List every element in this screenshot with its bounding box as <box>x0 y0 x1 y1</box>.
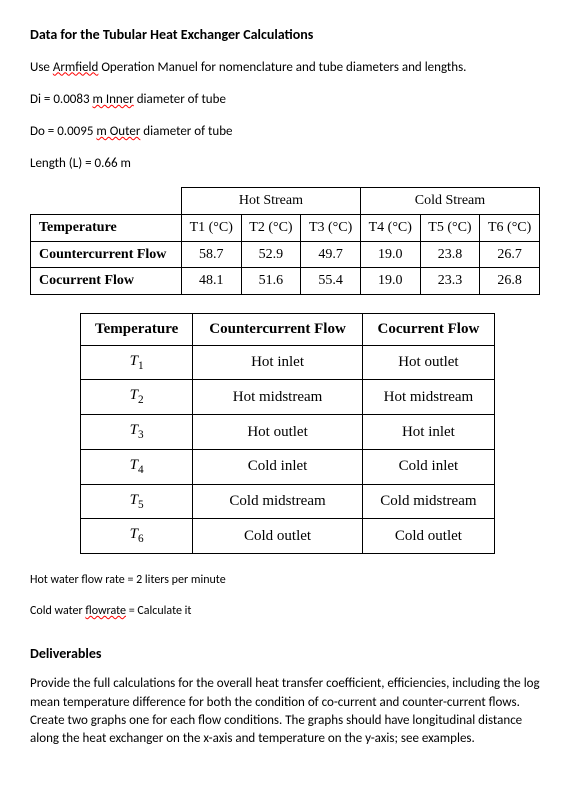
co-cell: Cold inlet <box>362 449 494 484</box>
cell: 48.1 <box>181 268 241 295</box>
text: Operation Manuel for nomenclature and tu… <box>98 60 466 75</box>
cell: 23.8 <box>420 241 480 268</box>
cc-cell: Hot inlet <box>193 345 363 380</box>
cell: 26.7 <box>480 241 540 268</box>
cold-flow-rate: Cold water flowrate = Calculate it <box>30 603 540 620</box>
hot-stream-header: Hot Stream <box>181 188 360 215</box>
table-row: T3Hot outletHot inlet <box>81 415 495 450</box>
row-label: Countercurrent Flow <box>31 241 182 268</box>
cell: 51.6 <box>241 268 301 295</box>
co-cell: Hot outlet <box>362 345 494 380</box>
row-label: Cocurrent Flow <box>31 268 182 295</box>
temp-symbol: T2 <box>81 380 193 415</box>
wavy-text: Armfield <box>53 60 99 75</box>
cell: 55.4 <box>301 268 361 295</box>
col-header: T4 (°C) <box>360 214 420 241</box>
co-cell: Hot inlet <box>362 415 494 450</box>
temp-symbol: T4 <box>81 449 193 484</box>
deliverables-body: Provide the full calculations for the ov… <box>30 675 540 748</box>
cell: 19.0 <box>360 268 420 295</box>
cell: 49.7 <box>301 241 361 268</box>
wavy-text: flowrate <box>85 604 126 618</box>
table-row: T2Hot midstreamHot midstream <box>81 380 495 415</box>
col-header: T6 (°C) <box>480 214 540 241</box>
text: Cold water <box>30 604 85 618</box>
stream-data-table: Hot Stream Cold Stream Temperature T1 (°… <box>30 187 540 294</box>
text: Di = 0.0083 <box>30 92 93 107</box>
col-header: T1 (°C) <box>181 214 241 241</box>
temp-symbol: T1 <box>81 345 193 380</box>
wavy-text: m Inner <box>93 92 134 107</box>
do-line: Do = 0.0095 m Outer diameter of tube <box>30 123 540 141</box>
cell: 52.9 <box>241 241 301 268</box>
deliverables-title: Deliverables <box>30 644 540 664</box>
intro-line: Use Armfield Operation Manuel for nomenc… <box>30 59 540 77</box>
table-row: T5Cold midstreamCold midstream <box>81 484 495 519</box>
hot-flow-rate: Hot water flow rate = 2 liters per minut… <box>30 572 540 589</box>
col-header: Countercurrent Flow <box>193 313 363 345</box>
cc-cell: Cold midstream <box>193 484 363 519</box>
cc-cell: Cold outlet <box>193 519 363 554</box>
cell: 58.7 <box>181 241 241 268</box>
cell: 26.8 <box>480 268 540 295</box>
table-row: T6Cold outletCold outlet <box>81 519 495 554</box>
text: = Calculate it <box>126 604 191 618</box>
cell: 19.0 <box>360 241 420 268</box>
row-label: Temperature <box>31 214 182 241</box>
temperature-definition-table: Temperature Countercurrent Flow Cocurren… <box>80 313 495 555</box>
cc-cell: Hot midstream <box>193 380 363 415</box>
co-cell: Cold outlet <box>362 519 494 554</box>
col-header: T2 (°C) <box>241 214 301 241</box>
co-cell: Cold midstream <box>362 484 494 519</box>
col-header: Cocurrent Flow <box>362 313 494 345</box>
co-cell: Hot midstream <box>362 380 494 415</box>
length-line: Length (L) = 0.66 m <box>30 155 540 173</box>
temp-symbol: T6 <box>81 519 193 554</box>
cc-cell: Cold inlet <box>193 449 363 484</box>
di-line: Di = 0.0083 m Inner diameter of tube <box>30 91 540 109</box>
cold-stream-header: Cold Stream <box>360 188 539 215</box>
text: Use <box>30 60 53 75</box>
col-header: Temperature <box>81 313 193 345</box>
temp-symbol: T5 <box>81 484 193 519</box>
wavy-text: m Outer <box>96 124 140 139</box>
text: Do = 0.0095 <box>30 124 96 139</box>
col-header: T3 (°C) <box>301 214 361 241</box>
cc-cell: Hot outlet <box>193 415 363 450</box>
temp-symbol: T3 <box>81 415 193 450</box>
cell: 23.3 <box>420 268 480 295</box>
table-row: T4Cold inletCold inlet <box>81 449 495 484</box>
table-row: T1Hot inletHot outlet <box>81 345 495 380</box>
blank-cell <box>31 188 182 215</box>
text: diameter of tube <box>140 124 232 139</box>
page-title: Data for the Tubular Heat Exchanger Calc… <box>30 25 540 45</box>
text: diameter of tube <box>134 92 226 107</box>
col-header: T5 (°C) <box>420 214 480 241</box>
